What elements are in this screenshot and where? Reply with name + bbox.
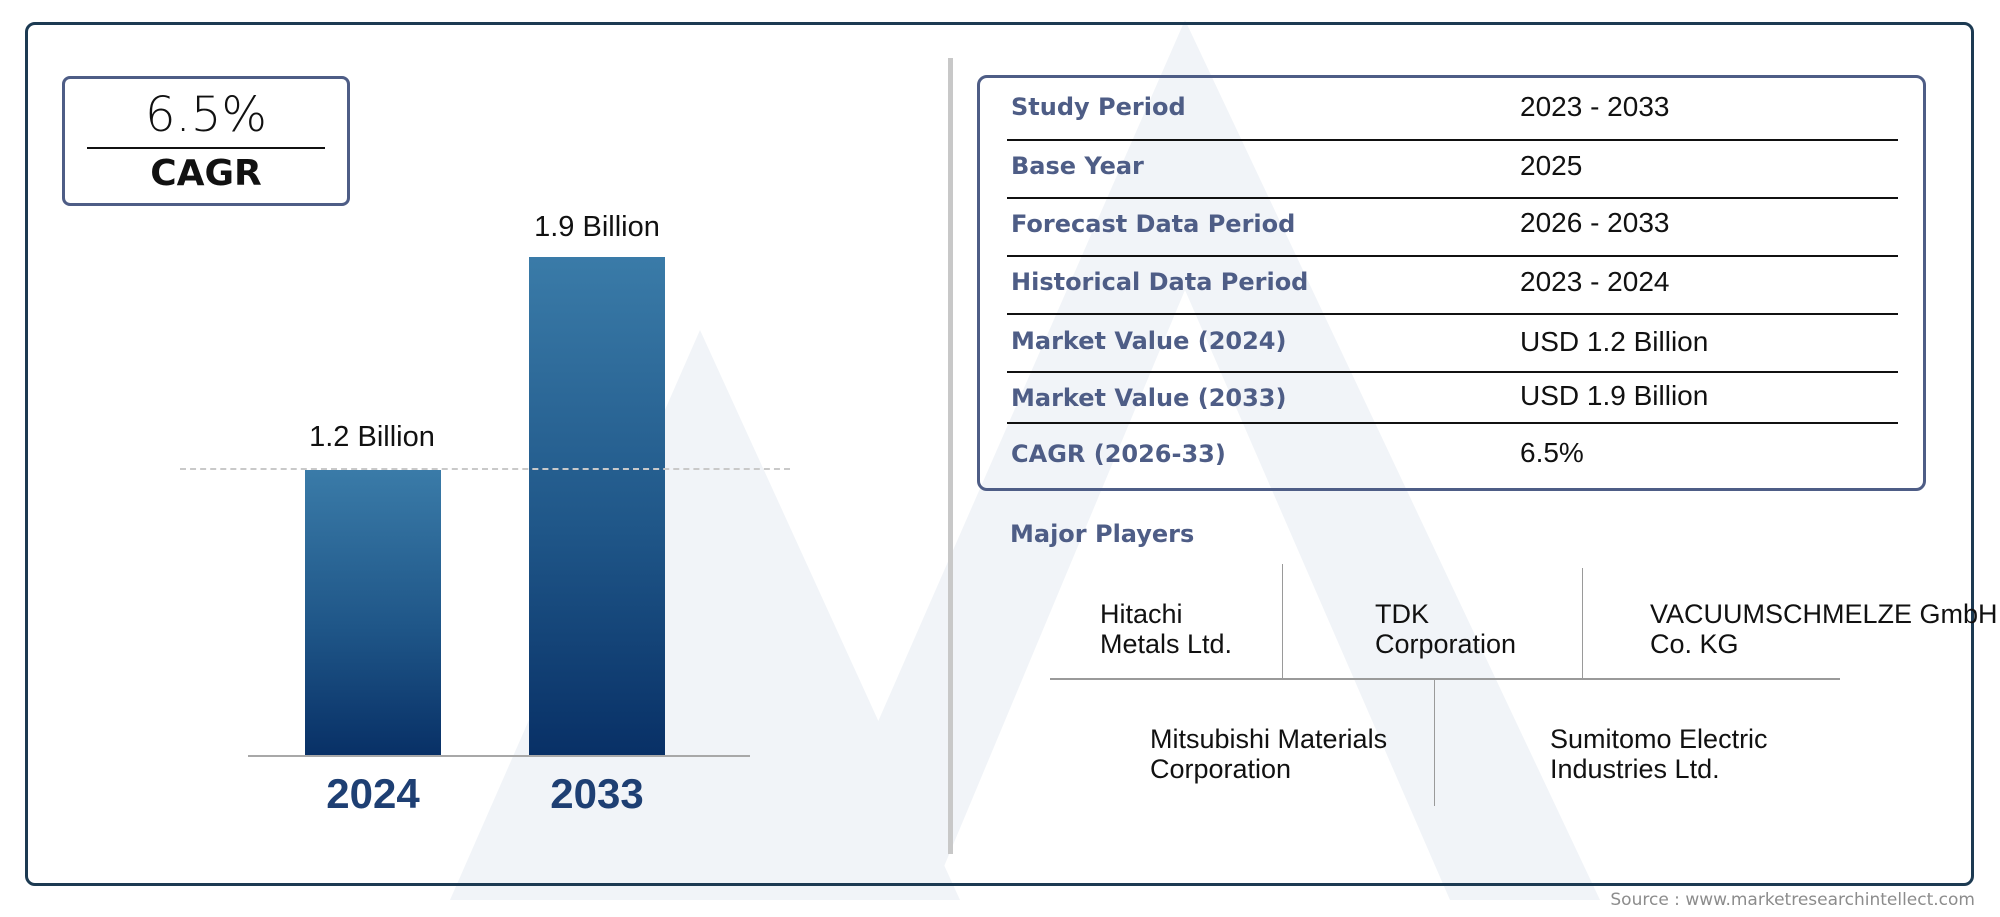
row-divider: [1007, 139, 1898, 141]
player-name-line2: Metals Ltd.: [1100, 629, 1233, 659]
row-value-market-value-2033: USD 1.9 Billion: [1520, 380, 1709, 411]
row-value-historical-period: 2023 - 2024: [1520, 266, 1670, 297]
player-tdk: TDK Corporation: [1375, 599, 1516, 659]
row-divider: [1007, 313, 1898, 315]
summary-table: [977, 75, 1926, 491]
chart-baseline: [248, 755, 750, 757]
x-axis-label-2024: 2024: [326, 770, 420, 817]
x-axis-label-2033: 2033: [550, 770, 644, 817]
row-value-cagr: 6.5%: [1520, 437, 1584, 468]
row-value-study-period: 2023 - 2033: [1520, 91, 1670, 122]
row-label-market-value-2033: Market Value (2033): [1011, 384, 1287, 412]
row-label-market-value-2024: Market Value (2024): [1011, 327, 1287, 355]
reference-dashed-line: [180, 468, 790, 470]
row-value-market-value-2024: USD 1.2 Billion: [1520, 326, 1709, 357]
bar-value-label-2033: 1.9 Billion: [534, 211, 660, 243]
cagr-divider: [87, 147, 325, 149]
player-sumitomo: Sumitomo Electric Industries Ltd.: [1550, 724, 1768, 784]
cagr-label: CAGR: [150, 153, 262, 194]
player-name-line2: Industries Ltd.: [1550, 754, 1720, 784]
row-divider: [1007, 255, 1898, 257]
player-name-line1: Sumitomo Electric: [1550, 724, 1768, 754]
player-divider: [1282, 564, 1283, 678]
row-value-base-year: 2025: [1520, 150, 1583, 181]
source-attribution: Source : www.marketresearchintellect.com: [1610, 890, 1975, 910]
cagr-summary-box: 6.5% CAGR: [62, 76, 350, 206]
player-name-line1: VACUUMSCHMELZE GmbH: [1650, 599, 1998, 629]
player-name-line2: Corporation: [1375, 629, 1517, 659]
row-divider: [1007, 422, 1898, 424]
bar-2024[interactable]: [305, 470, 441, 756]
row-label-forecast-period: Forecast Data Period: [1011, 210, 1296, 238]
players-row-divider: [1050, 678, 1840, 680]
section-divider: [948, 58, 953, 854]
row-label-study-period: Study Period: [1011, 93, 1186, 121]
player-name-line2: Corporation: [1150, 754, 1292, 784]
bar-2033[interactable]: [529, 257, 665, 756]
player-name-line1: Mitsubishi Materials: [1150, 724, 1388, 754]
player-name-line2: Co. KG: [1650, 629, 1739, 659]
row-divider: [1007, 197, 1898, 199]
row-divider: [1007, 371, 1898, 373]
row-label-historical-period: Historical Data Period: [1011, 268, 1309, 296]
row-label-base-year: Base Year: [1011, 152, 1144, 180]
player-hitachi: Hitachi Metals Ltd.: [1100, 599, 1232, 659]
player-mitsubishi: Mitsubishi Materials Corporation: [1150, 724, 1387, 784]
player-name-line1: TDK: [1375, 599, 1429, 629]
player-divider: [1434, 680, 1435, 806]
cagr-value: 6.5%: [145, 87, 267, 143]
outer-frame: [25, 22, 1974, 886]
player-name-line1: Hitachi: [1100, 599, 1183, 629]
bar-value-label-2024: 1.2 Billion: [309, 421, 435, 453]
row-label-cagr: CAGR (2026-33): [1011, 440, 1226, 468]
player-vacuumschmelze: VACUUMSCHMELZE GmbH Co. KG: [1650, 599, 1998, 659]
player-divider: [1582, 568, 1583, 678]
major-players-title: Major Players: [1010, 520, 1195, 548]
row-value-forecast-period: 2026 - 2033: [1520, 207, 1670, 238]
